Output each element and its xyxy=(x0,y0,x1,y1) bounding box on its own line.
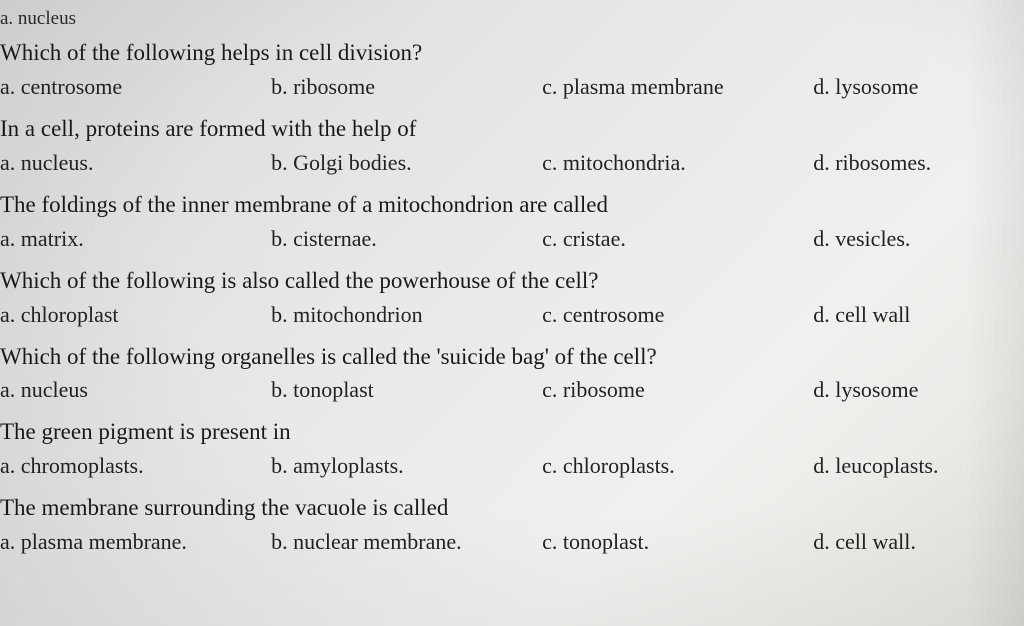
options-row: a. plasma membrane. b. nuclear membrane.… xyxy=(0,529,1004,555)
worksheet-page: a. nucleus Which of the following helps … xyxy=(0,8,1004,626)
option-a: a. chloroplast xyxy=(0,302,271,328)
option-b: b. amyloplasts. xyxy=(271,453,542,479)
option-b: b. cisternae. xyxy=(271,226,542,252)
option-d: d. cell wall. xyxy=(813,529,1004,555)
question-6: The green pigment is present in a. chrom… xyxy=(0,417,1004,479)
options-row: a. chromoplasts. b. amyloplasts. c. chlo… xyxy=(0,453,1004,479)
option-c: c. chloroplasts. xyxy=(542,453,813,479)
option-d: d. lysosome xyxy=(813,377,1004,403)
option-d: d. ribosomes. xyxy=(813,150,1004,176)
option-a: a. nucleus xyxy=(0,377,271,403)
option-c: c. ribosome xyxy=(542,377,813,403)
options-row: a. chloroplast b. mitochondrion c. centr… xyxy=(0,302,1004,328)
option-d: d. vesicles. xyxy=(813,226,1004,252)
options-row: a. nucleus b. tonoplast c. ribosome d. l… xyxy=(0,377,1004,403)
question-1: Which of the following helps in cell div… xyxy=(0,38,1004,100)
option-a: a. matrix. xyxy=(0,226,271,252)
question-text: The membrane surrounding the vacuole is … xyxy=(0,493,1004,523)
option-d: d. cell wall xyxy=(813,302,1004,328)
option-d: d. lysosome xyxy=(813,74,1004,100)
option-b: b. tonoplast xyxy=(271,377,542,403)
option-b: b. mitochondrion xyxy=(271,302,542,328)
option-d: d. leucoplasts. xyxy=(813,453,1004,479)
question-text: Which of the following organelles is cal… xyxy=(0,342,1004,372)
question-text: The foldings of the inner membrane of a … xyxy=(0,190,1004,220)
options-row: a. matrix. b. cisternae. c. cristae. d. … xyxy=(0,226,1004,252)
question-5: Which of the following organelles is cal… xyxy=(0,342,1004,404)
option-c: c. plasma membrane xyxy=(542,74,813,100)
question-text: Which of the following helps in cell div… xyxy=(0,38,1004,68)
question-text: The green pigment is present in xyxy=(0,417,1004,447)
option-c: c. mitochondria. xyxy=(542,150,813,176)
option-a: a. centrosome xyxy=(0,74,271,100)
question-text: In a cell, proteins are formed with the … xyxy=(0,114,1004,144)
option-b: b. ribosome xyxy=(271,74,542,100)
option-b: b. Golgi bodies. xyxy=(271,150,542,176)
option-c: c. centrosome xyxy=(542,302,813,328)
question-7: The membrane surrounding the vacuole is … xyxy=(0,493,1004,555)
question-text: Which of the following is also called th… xyxy=(0,266,1004,296)
option-b: b. nuclear membrane. xyxy=(271,529,542,555)
options-row: a. centrosome b. ribosome c. plasma memb… xyxy=(0,74,1004,100)
question-3: The foldings of the inner membrane of a … xyxy=(0,190,1004,252)
option-c: c. cristae. xyxy=(542,226,813,252)
truncated-text: a. nucleus xyxy=(0,8,1004,30)
options-row: a. nucleus. b. Golgi bodies. c. mitochon… xyxy=(0,150,1004,176)
question-2: In a cell, proteins are formed with the … xyxy=(0,114,1004,176)
option-a: a. plasma membrane. xyxy=(0,529,271,555)
question-4: Which of the following is also called th… xyxy=(0,266,1004,328)
option-a: a. nucleus. xyxy=(0,150,271,176)
option-a: a. chromoplasts. xyxy=(0,453,271,479)
option-c: c. tonoplast. xyxy=(542,529,813,555)
